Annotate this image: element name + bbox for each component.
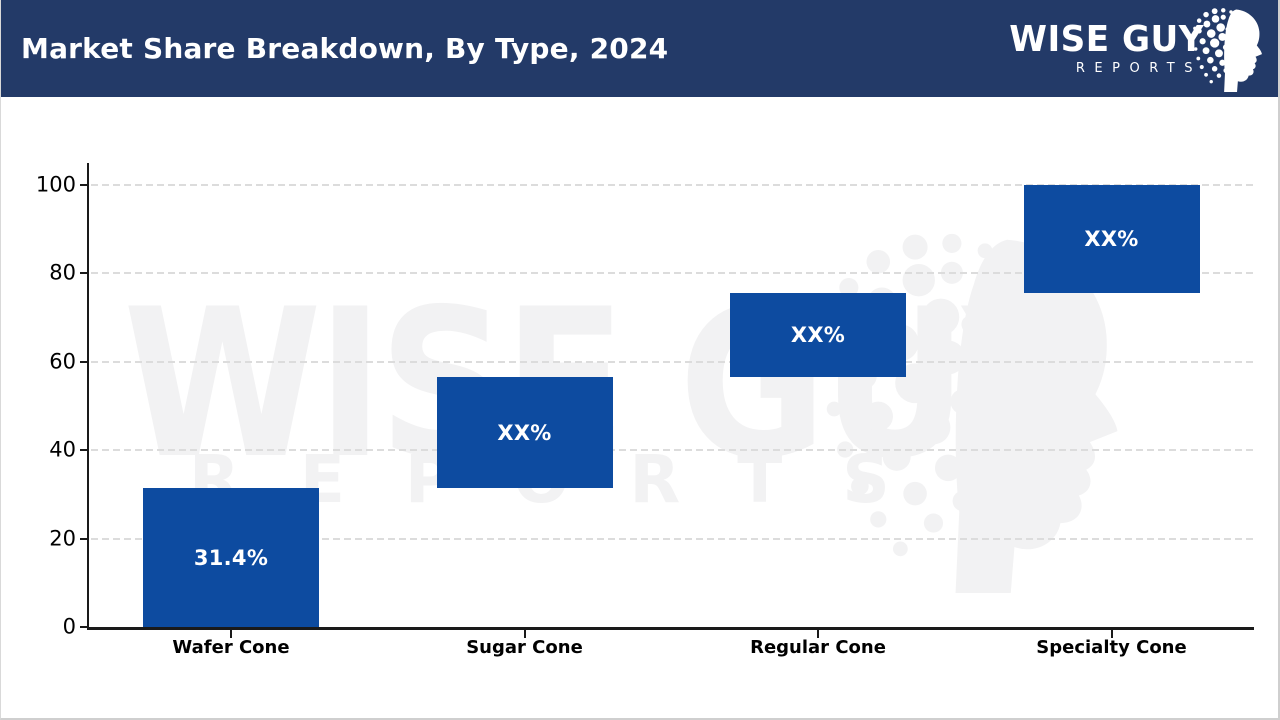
y-tick-label: 80	[49, 260, 76, 285]
y-tick	[80, 449, 87, 451]
y-tick-label: 100	[35, 172, 76, 196]
logo-name: WISE GUY	[1009, 18, 1204, 60]
bar: XX%	[1023, 184, 1200, 294]
gridline	[91, 449, 1256, 451]
bar: XX%	[730, 293, 906, 377]
x-tick	[230, 629, 232, 638]
gridline	[91, 183, 1256, 186]
page-title: Market Share Breakdown, By Type, 2024	[21, 32, 669, 65]
x-axis-label: Sugar Cone	[466, 637, 583, 658]
x-axis-label: Specialty Cone	[1036, 637, 1187, 658]
gridline	[91, 537, 1256, 540]
bar-value-label: XX%	[497, 420, 552, 445]
bar: 31.4%	[143, 488, 319, 627]
x-axis-label: Wafer Cone	[172, 637, 290, 658]
y-tick-label: 60	[49, 349, 76, 373]
y-tick-label: 20	[49, 526, 76, 550]
y-axis-line	[87, 163, 89, 629]
bar: XX%	[436, 376, 613, 489]
y-tick	[80, 183, 87, 186]
gridline	[91, 272, 1256, 274]
x-tick	[817, 629, 819, 638]
y-tick-label: 40	[49, 437, 76, 462]
bar-value-label: 31.4%	[193, 545, 269, 570]
bar-value-label: XX%	[1084, 226, 1139, 251]
y-tick	[80, 272, 87, 274]
logo-tagline: REPORTS	[1075, 60, 1202, 76]
gridline	[91, 360, 1256, 363]
wise-guy-logo-text: WISE GUY REPORTS	[999, 18, 1204, 76]
y-tick-label: 0	[62, 614, 76, 639]
y-tick	[80, 626, 87, 628]
x-tick	[1110, 629, 1113, 638]
bar-value-label: XX%	[790, 323, 846, 348]
x-tick	[523, 629, 526, 638]
x-axis-line	[87, 627, 1254, 630]
wise-guy-logo: WISE GUY REPORTS	[999, 2, 1274, 95]
y-tick	[80, 360, 87, 363]
x-axis-label: Regular Cone	[750, 637, 886, 658]
report-header: Market Share Breakdown, By Type, 2024 WI…	[1, 0, 1278, 97]
y-tick	[80, 537, 87, 540]
